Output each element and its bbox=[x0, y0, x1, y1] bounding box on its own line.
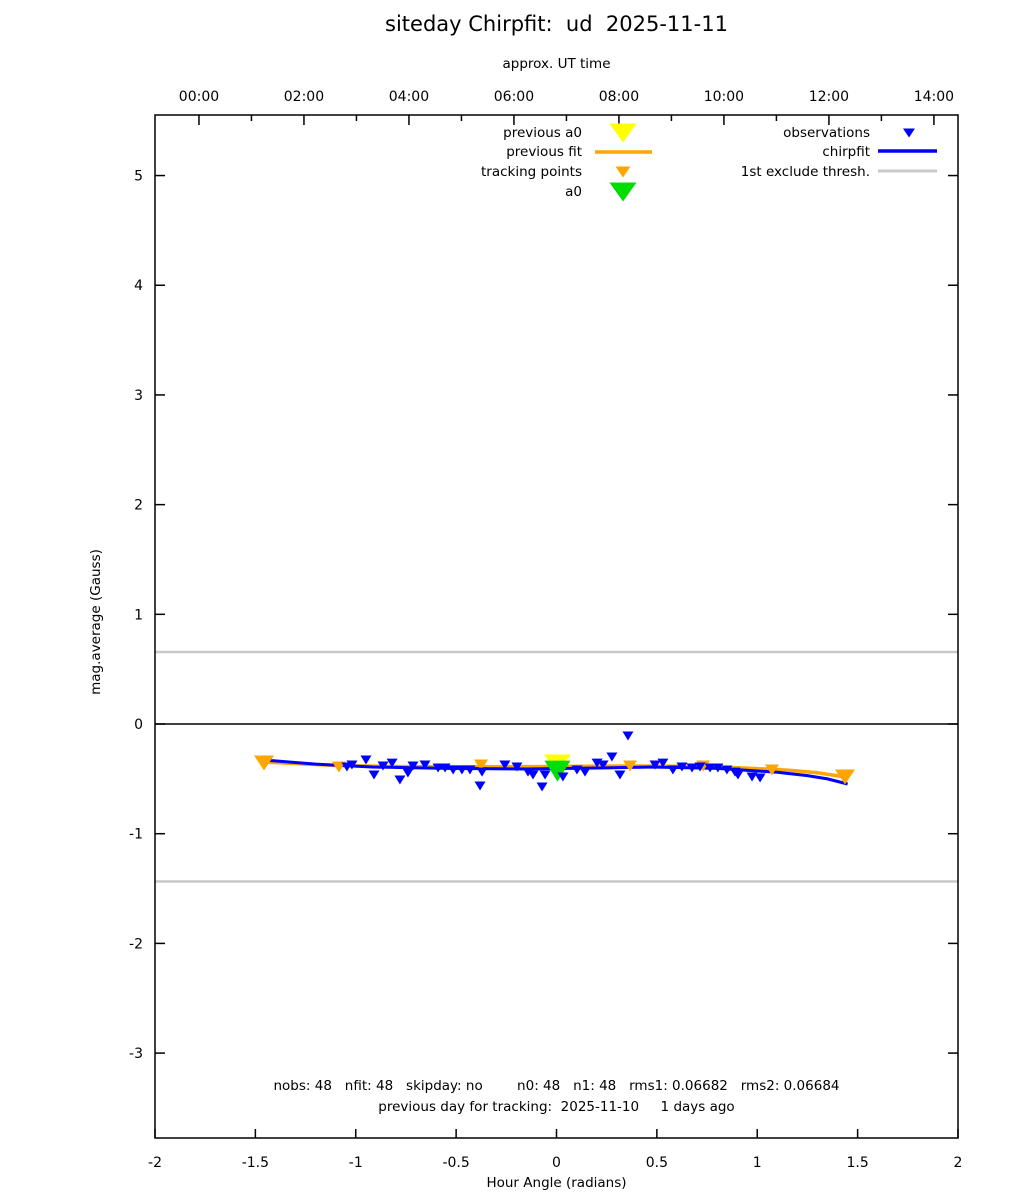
ut-time-tick-label: 06:00 bbox=[494, 89, 534, 105]
y-tick-label: 5 bbox=[134, 169, 143, 185]
x-tick-label: -1 bbox=[349, 1155, 363, 1171]
observation-marker bbox=[522, 767, 534, 777]
observation-marker bbox=[456, 765, 468, 775]
y-axis-title: mag.average (Gauss) bbox=[88, 549, 104, 695]
y-tick-label: -2 bbox=[129, 936, 143, 952]
observation-marker bbox=[579, 767, 591, 777]
x-axis-title: Hour Angle (radians) bbox=[486, 1175, 627, 1191]
observation-marker bbox=[746, 772, 758, 782]
stats-line-2: previous day for tracking: 2025-11-10 1 … bbox=[378, 1099, 735, 1115]
observation-marker bbox=[386, 758, 398, 768]
observation-marker bbox=[614, 770, 626, 780]
legend-label-tracking-points: tracking points bbox=[481, 164, 582, 180]
legend-label-previous-a0: previous a0 bbox=[503, 125, 582, 141]
observation-marker bbox=[377, 761, 389, 771]
page-title: siteday Chirpfit: ud 2025-11-11 bbox=[385, 12, 728, 36]
observation-marker bbox=[474, 781, 486, 791]
ut-time-tick-label: 10:00 bbox=[704, 89, 744, 105]
tracking-point-marker bbox=[834, 769, 855, 785]
y-tick-label: -3 bbox=[129, 1046, 143, 1062]
observation-marker bbox=[539, 770, 551, 780]
x-tick-label: -1.5 bbox=[242, 1155, 269, 1171]
observation-marker bbox=[419, 760, 431, 770]
x-tick-label: -2 bbox=[148, 1155, 162, 1171]
legend-label-a0: a0 bbox=[565, 184, 582, 200]
ut-time-tick-label: 04:00 bbox=[389, 89, 429, 105]
observation-marker bbox=[402, 768, 414, 778]
ut-time-tick-label: 02:00 bbox=[284, 89, 324, 105]
observation-marker bbox=[686, 763, 698, 773]
x-tick-label: 0.5 bbox=[646, 1155, 668, 1171]
observation-marker bbox=[732, 770, 744, 780]
tracking-point-marker bbox=[474, 759, 489, 771]
observation-marker bbox=[536, 782, 548, 792]
x-tick-label: 0 bbox=[552, 1155, 561, 1171]
legend-previous-a0-sample bbox=[609, 123, 637, 143]
y-tick-label: 0 bbox=[134, 717, 143, 733]
tracking-point-marker bbox=[254, 755, 275, 771]
observation-marker bbox=[657, 758, 669, 768]
ut-time-tick-label: 08:00 bbox=[599, 89, 639, 105]
observation-marker bbox=[447, 765, 459, 775]
legend-label-observations: observations bbox=[783, 125, 870, 141]
observation-marker bbox=[476, 767, 488, 777]
legend-tracking-points-sample bbox=[615, 166, 631, 178]
x-tick-label: 1.5 bbox=[846, 1155, 868, 1171]
x-tick-label: -0.5 bbox=[442, 1155, 469, 1171]
x-tick-label: 1 bbox=[753, 1155, 762, 1171]
legend-a0-sample bbox=[609, 182, 637, 202]
observation-marker bbox=[597, 760, 609, 770]
observation-marker bbox=[407, 761, 419, 771]
observation-marker bbox=[511, 762, 523, 772]
legend-observations-sample bbox=[903, 128, 915, 138]
a0-marker bbox=[544, 760, 571, 782]
observation-marker bbox=[346, 760, 358, 770]
y-tick-label: 2 bbox=[134, 498, 143, 514]
observation-marker bbox=[571, 765, 583, 775]
observation-marker bbox=[368, 770, 380, 780]
observation-marker bbox=[360, 755, 372, 765]
observation-marker bbox=[557, 772, 569, 782]
observation-marker bbox=[606, 752, 618, 762]
y-tick-label: -1 bbox=[129, 827, 143, 843]
legend-label-exclude-thresh: 1st exclude thresh. bbox=[740, 164, 870, 180]
tracking-point-marker bbox=[622, 760, 637, 772]
plot-border bbox=[154, 114, 959, 1139]
observation-marker bbox=[676, 762, 688, 772]
observation-marker bbox=[499, 760, 511, 770]
observation-marker bbox=[704, 763, 716, 773]
observation-marker bbox=[667, 765, 679, 775]
observation-marker bbox=[394, 775, 406, 785]
observation-marker bbox=[649, 760, 661, 770]
top-axis-title: approx. UT time bbox=[502, 56, 611, 72]
observation-marker bbox=[712, 763, 724, 773]
ut-time-tick-label: 12:00 bbox=[809, 89, 849, 105]
observation-marker bbox=[622, 731, 634, 741]
ut-time-tick-label: 14:00 bbox=[914, 89, 954, 105]
y-tick-label: 3 bbox=[134, 388, 143, 404]
observation-marker bbox=[694, 762, 706, 772]
stats-line-1: nobs: 48 nfit: 48 skipday: no n0: 48 n1:… bbox=[273, 1078, 840, 1094]
observation-marker bbox=[432, 763, 444, 773]
observation-marker bbox=[754, 773, 766, 783]
y-tick-label: 1 bbox=[134, 607, 143, 623]
legend-label-chirpfit: chirpfit bbox=[822, 144, 870, 160]
legend-label-previous-fit: previous fit bbox=[506, 144, 582, 160]
y-tick-label: 4 bbox=[134, 278, 143, 294]
tracking-point-marker bbox=[764, 764, 779, 776]
x-tick-label: 2 bbox=[954, 1155, 963, 1171]
observation-marker bbox=[527, 770, 539, 780]
observation-marker bbox=[464, 765, 476, 775]
tracking-point-marker bbox=[331, 761, 346, 773]
ut-time-tick-label: 00:00 bbox=[179, 89, 219, 105]
